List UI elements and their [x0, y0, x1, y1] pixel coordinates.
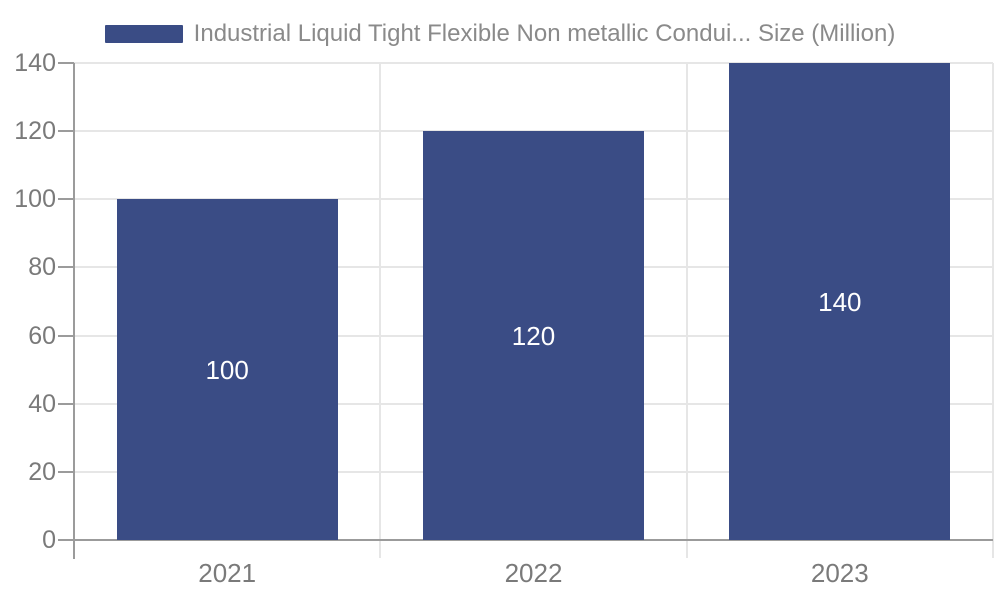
bar-value-label: 140 — [818, 286, 862, 317]
y-axis-label: 0 — [42, 526, 56, 554]
y-axis-tick — [58, 198, 74, 201]
bar-2022[interactable] — [423, 131, 644, 540]
y-axis-label: 20 — [28, 457, 56, 486]
legend-label: Industrial Liquid Tight Flexible Non met… — [193, 20, 896, 47]
y-axis-label: 60 — [28, 321, 56, 350]
gridline-vertical — [379, 63, 382, 540]
y-axis-line — [73, 63, 75, 559]
y-axis-label: 40 — [28, 389, 56, 418]
gridline-vertical — [992, 63, 994, 540]
y-axis-tick — [58, 266, 74, 269]
x-axis-tick — [685, 540, 688, 558]
bar-value-label: 120 — [511, 320, 556, 351]
legend-item[interactable]: Industrial Liquid Tight Flexible Non met… — [0, 16, 1000, 52]
y-axis-label: 80 — [28, 253, 56, 282]
x-axis-label: 2023 — [810, 558, 869, 588]
legend-swatch — [104, 25, 183, 43]
bar-2021[interactable] — [116, 199, 338, 540]
bar-2023[interactable] — [729, 63, 951, 540]
y-axis-tick — [58, 62, 74, 64]
y-axis-tick — [58, 334, 74, 337]
x-axis-tick — [379, 540, 382, 558]
y-axis-label: 100 — [14, 185, 56, 214]
bar-value-label: 100 — [205, 354, 249, 385]
gridline-vertical — [685, 63, 688, 540]
x-axis-line — [58, 539, 993, 541]
y-axis-tick — [58, 470, 74, 473]
x-axis-tick — [992, 540, 994, 558]
y-axis-tick — [58, 402, 74, 405]
gridline-horizontal — [74, 62, 993, 64]
x-axis-label: 2022 — [504, 558, 563, 588]
y-axis-tick — [58, 130, 74, 133]
y-axis-label: 120 — [14, 117, 56, 146]
y-axis-label: 140 — [14, 49, 56, 77]
x-axis-label: 2021 — [198, 558, 257, 588]
